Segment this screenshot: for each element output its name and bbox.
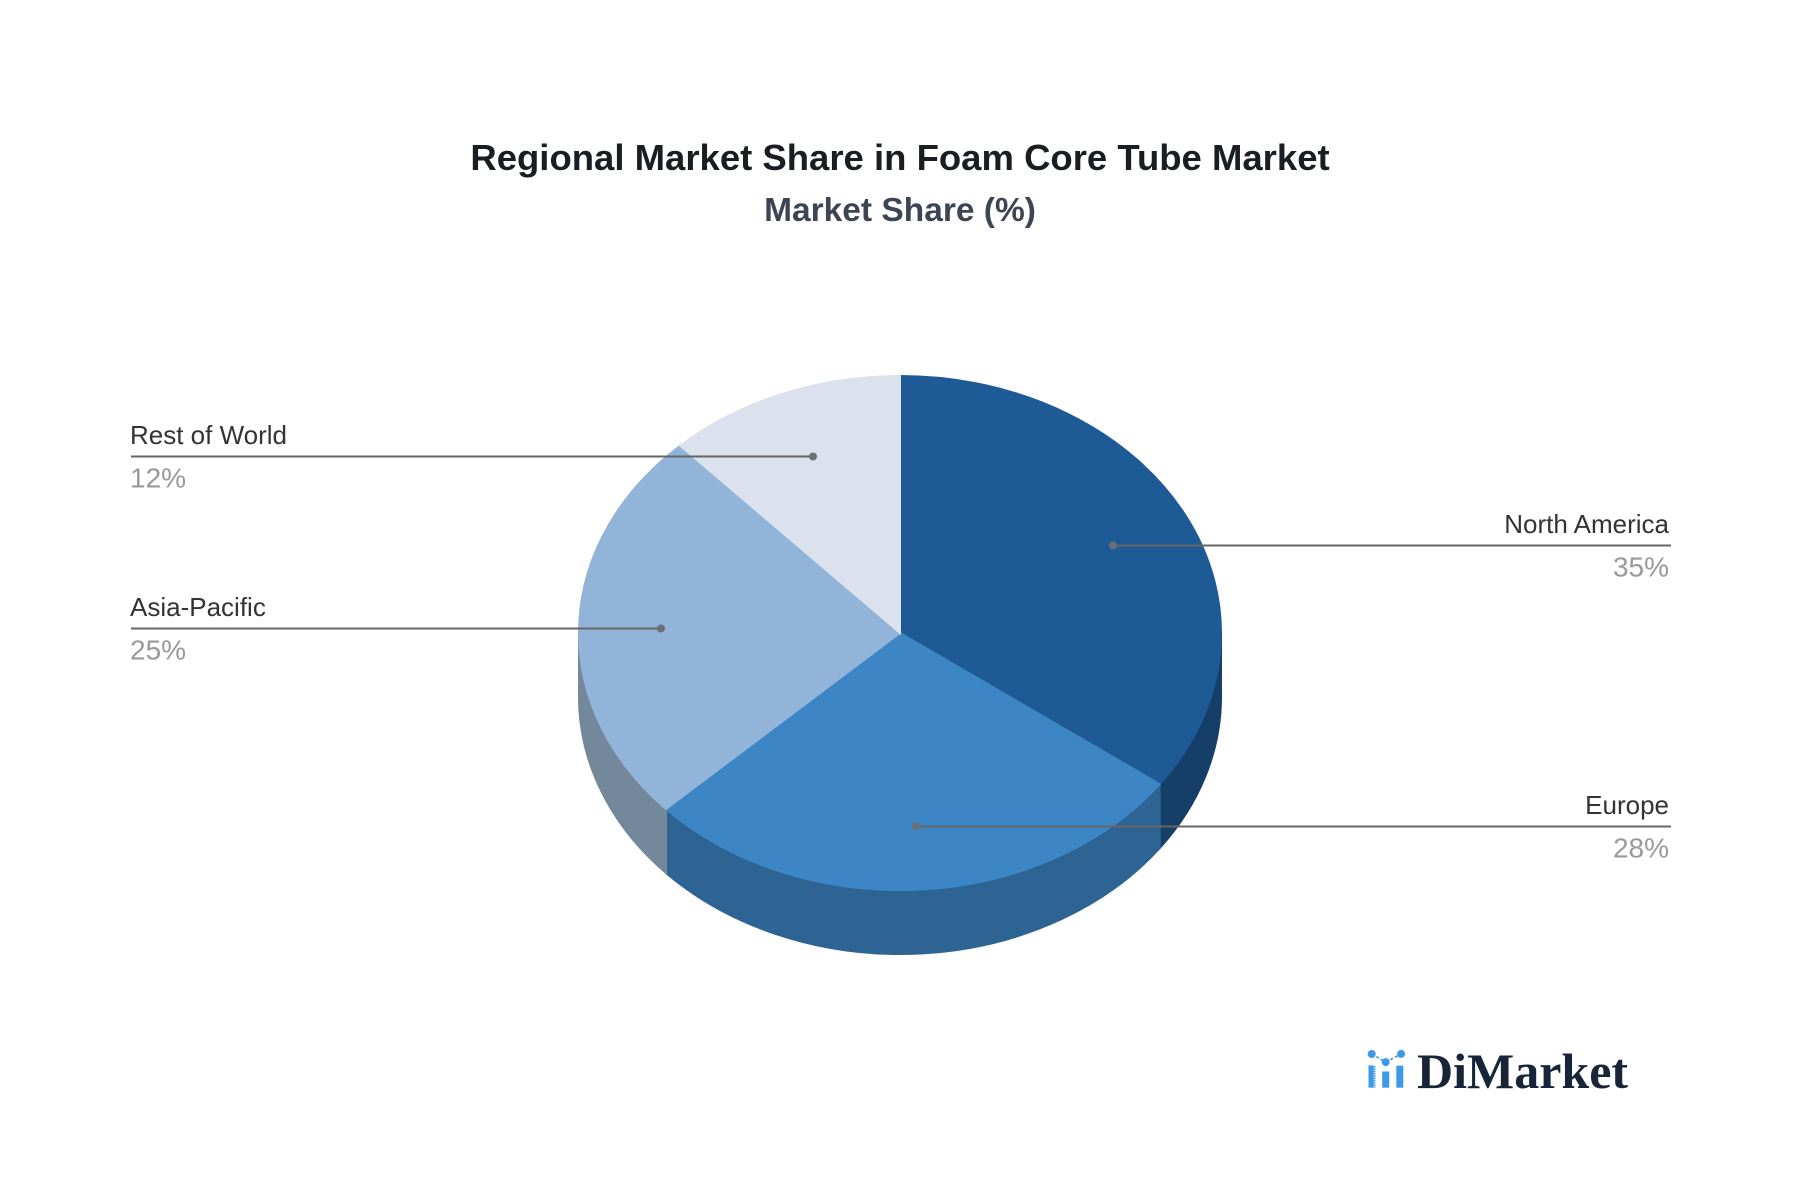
svg-text:12%: 12% bbox=[130, 463, 186, 494]
svg-text:Europe: Europe bbox=[1585, 790, 1669, 820]
svg-text:DiMarket: DiMarket bbox=[1417, 1043, 1628, 1099]
svg-text:35%: 35% bbox=[1613, 552, 1669, 583]
svg-text:Market Share (%): Market Share (%) bbox=[764, 192, 1036, 229]
svg-text:25%: 25% bbox=[130, 635, 186, 666]
svg-text:North America: North America bbox=[1504, 509, 1669, 539]
svg-text:Asia-Pacific: Asia-Pacific bbox=[130, 592, 266, 622]
svg-text:28%: 28% bbox=[1613, 833, 1669, 864]
svg-text:Regional Market Share in Foam: Regional Market Share in Foam Core Tube … bbox=[470, 137, 1329, 178]
svg-text:Rest of World: Rest of World bbox=[130, 420, 287, 450]
